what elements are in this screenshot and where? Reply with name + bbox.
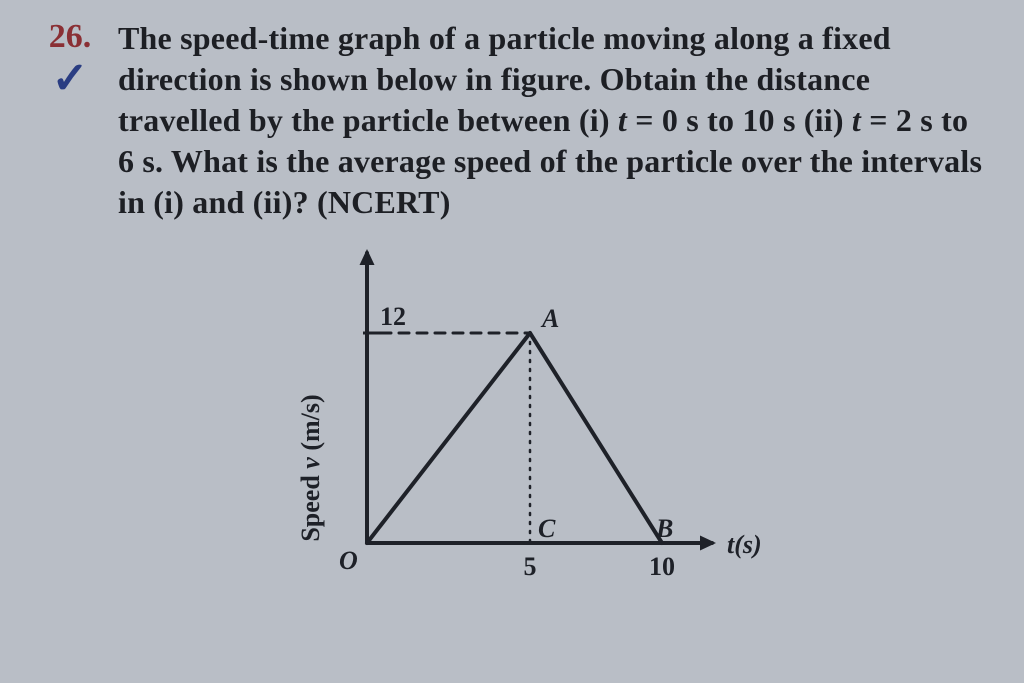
svg-text:Speed v (m/s): Speed v (m/s) xyxy=(296,394,325,541)
page: 26. ✓ The speed-time graph of a particle… xyxy=(0,0,1024,683)
svg-text:O: O xyxy=(339,546,358,575)
question-number-column: 26. ✓ xyxy=(40,18,100,101)
question-number: 26. xyxy=(49,18,92,55)
question-text-part-2: = 0 s to 10 s (ii) xyxy=(627,102,852,138)
graph-container: 12 A C B O 5 10 t(s) Speed v (m/s) xyxy=(40,233,984,603)
check-icon: ✓ xyxy=(52,57,89,101)
svg-text:5: 5 xyxy=(524,552,537,581)
svg-text:10: 10 xyxy=(649,552,675,581)
svg-text:C: C xyxy=(538,514,556,543)
question-text: The speed-time graph of a particle movin… xyxy=(118,18,984,223)
svg-text:12: 12 xyxy=(380,302,406,331)
variable-t-2: t xyxy=(852,102,861,138)
svg-text:A: A xyxy=(540,304,559,333)
svg-text:t(s): t(s) xyxy=(727,530,762,559)
question-source: (NCERT) xyxy=(317,184,451,220)
question-block: 26. ✓ The speed-time graph of a particle… xyxy=(40,18,984,223)
speed-time-graph: 12 A C B O 5 10 t(s) Speed v (m/s) xyxy=(252,233,772,603)
svg-text:B: B xyxy=(655,514,673,543)
variable-t-1: t xyxy=(618,102,627,138)
